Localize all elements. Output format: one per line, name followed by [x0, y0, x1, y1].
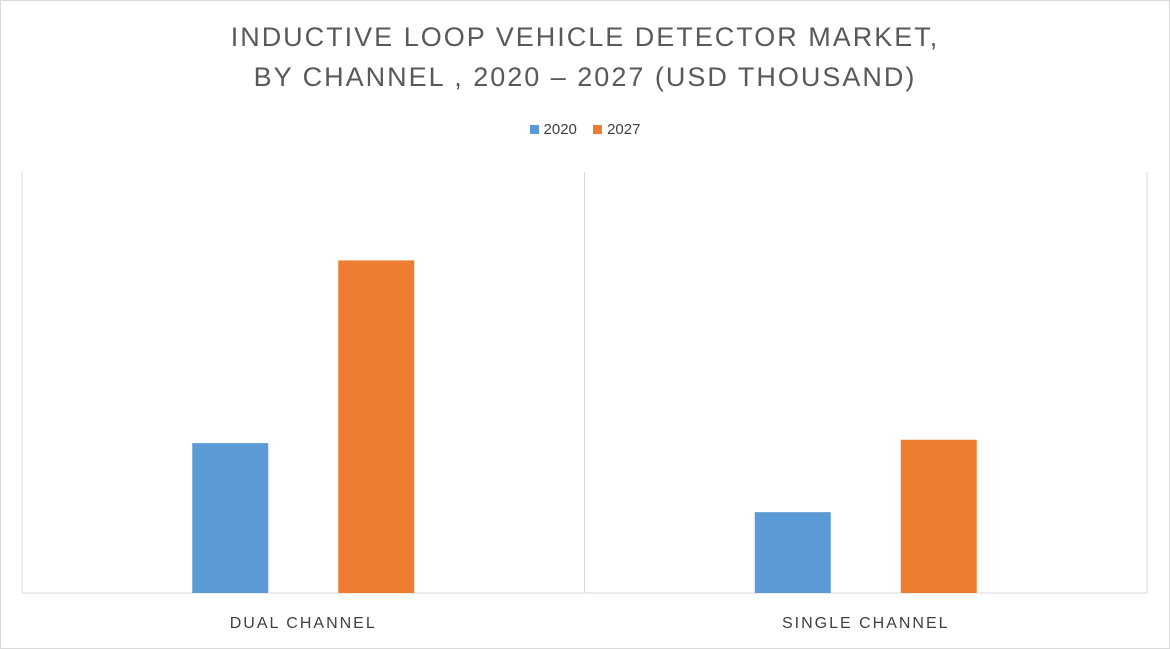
plot-area-lines: [21, 172, 1148, 594]
bar-2020-single-channel: [754, 512, 831, 593]
bar-2027-dual-channel: [338, 260, 415, 593]
legend-swatch-2027: [593, 125, 603, 134]
legend-item-2027: 2027: [593, 121, 640, 138]
legend-item-2020: 2020: [529, 121, 577, 138]
bar-2027-single-channel: [900, 439, 977, 593]
legend-label-2020: 2020: [543, 121, 577, 138]
bars-group: [192, 260, 977, 593]
category-label-dual-channel: DUAL CHANNEL: [230, 615, 377, 632]
chart-legend: 2020 2027: [0, 121, 1170, 138]
category-label-single-channel: SINGLE CHANNEL: [782, 615, 950, 632]
chart-title-line-1: INDUCTIVE LOOP VEHICLE DETECTOR MARKET,: [230, 22, 940, 52]
legend-swatch-2020: [529, 125, 539, 134]
legend-label-2027: 2027: [607, 121, 641, 138]
bar-2020-dual-channel: [192, 443, 269, 593]
category-labels: DUAL CHANNEL SINGLE CHANNEL: [230, 615, 950, 632]
chart-title-line-2: BY CHANNEL , 2020 – 2027 (USD THOUSAND): [253, 62, 917, 92]
